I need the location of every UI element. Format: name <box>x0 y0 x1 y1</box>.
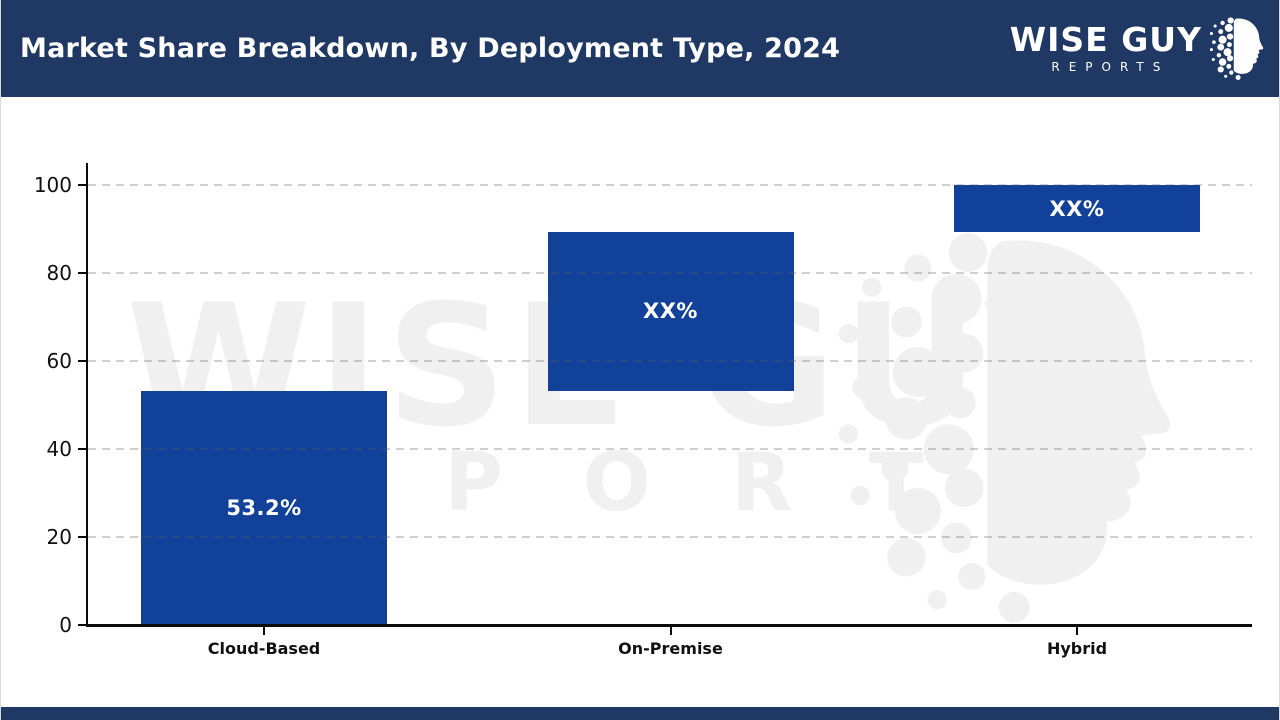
chart-title: Market Share Breakdown, By Deployment Ty… <box>20 33 841 64</box>
y-tick <box>78 360 88 362</box>
y-tick <box>78 448 88 450</box>
logo-subtext: REPORTS <box>1051 60 1170 74</box>
y-tick-label: 60 <box>46 349 72 373</box>
bar-value-label: XX% <box>643 299 698 324</box>
y-tick <box>78 624 88 626</box>
x-axis-line <box>86 624 1252 627</box>
y-gridline <box>88 448 1252 450</box>
y-gridline <box>88 184 1252 186</box>
y-gridline <box>88 536 1252 538</box>
bar: 53.2% <box>141 390 387 625</box>
y-tick <box>78 536 88 538</box>
bar-value-label: 53.2% <box>226 495 302 520</box>
y-gridline <box>88 272 1252 274</box>
x-axis-label: On-Premise <box>618 639 723 658</box>
wiseguy-head-icon <box>1209 16 1264 80</box>
y-tick-label: 100 <box>33 173 72 197</box>
x-tick <box>1076 627 1078 635</box>
bar: XX% <box>547 232 794 391</box>
y-tick <box>78 184 88 186</box>
wiseguy-logo: WISE GUY REPORTS <box>1010 11 1280 87</box>
x-tick <box>669 627 672 635</box>
y-tick-label: 20 <box>46 525 72 549</box>
y-tick-label: 0 <box>59 613 72 637</box>
x-axis-label: Cloud-Based <box>207 639 321 658</box>
x-axis-label: Hybrid <box>1046 639 1108 658</box>
y-tick <box>78 272 88 274</box>
bar-value-label: XX% <box>1049 196 1105 221</box>
footer-bar <box>0 707 1280 720</box>
y-gridline <box>88 360 1252 362</box>
y-tick-label: 80 <box>46 261 72 285</box>
logo-wordmark: WISE GUY <box>1009 20 1202 59</box>
y-tick-label: 40 <box>46 437 72 461</box>
x-tick <box>263 627 265 635</box>
y-axis-line <box>86 163 88 627</box>
bar: XX% <box>954 185 1200 233</box>
left-border <box>0 0 1 720</box>
header-bar: Market Share Breakdown, By Deployment Ty… <box>0 0 1280 97</box>
logo-text: WISE GUY REPORTS <box>1010 23 1202 74</box>
watermark-head-icon <box>838 233 1171 623</box>
